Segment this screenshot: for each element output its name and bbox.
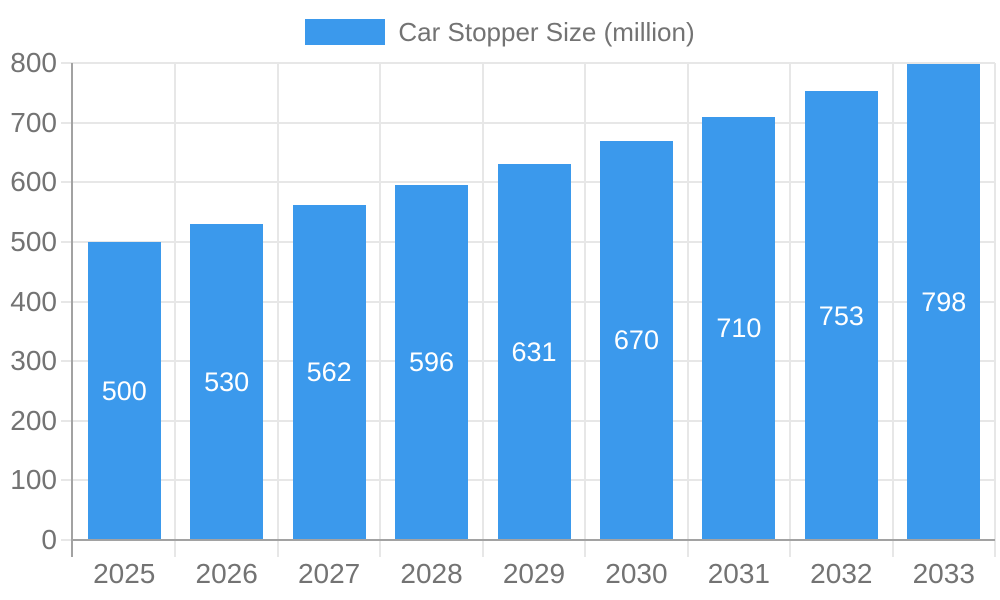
legend[interactable]: Car Stopper Size (million)	[0, 16, 1000, 48]
bar-value-label: 596	[409, 347, 455, 378]
plot-area: 500 530 562 596 631 670 710 753 798	[61, 62, 996, 557]
bar[interactable]	[87, 241, 161, 540]
x-grid-line	[276, 63, 279, 557]
bar-value-label: 562	[306, 357, 352, 388]
bar-value-label: 670	[613, 325, 659, 356]
x-tick-label: 2028	[400, 558, 463, 589]
y-tick-label: 100	[10, 464, 57, 496]
legend-swatch	[305, 19, 386, 45]
y-axis-line	[71, 63, 73, 557]
bar-value-label: 710	[716, 313, 762, 344]
x-axis-line	[71, 539, 995, 541]
bar[interactable]	[395, 184, 469, 540]
x-tick-label: 2031	[707, 558, 771, 589]
x-grid-line	[994, 63, 996, 557]
x-tick-label: 2030	[605, 558, 668, 589]
y-tick-label: 300	[10, 345, 57, 377]
y-tick-label: 400	[10, 285, 57, 317]
x-tick-label: 2032	[810, 558, 873, 589]
bar[interactable]	[907, 64, 981, 540]
x-grid-line	[481, 63, 484, 557]
bar-value-label: 753	[818, 300, 864, 331]
x-tick-label: 2025	[93, 558, 156, 589]
x-grid-line	[789, 63, 792, 557]
legend-label: Car Stopper Size (million)	[398, 16, 695, 47]
bar-value-label: 631	[511, 336, 557, 367]
bar-value-label: 500	[101, 375, 147, 406]
bar-value-label: 530	[204, 366, 250, 397]
y-grid-line	[61, 62, 995, 64]
y-tick-label: 200	[10, 404, 57, 436]
x-tick-label: 2033	[912, 558, 975, 589]
bar[interactable]	[804, 91, 878, 540]
bar[interactable]	[190, 223, 264, 540]
y-tick-label: 600	[10, 166, 57, 198]
y-tick	[61, 539, 73, 541]
x-grid-line	[379, 63, 382, 557]
x-grid-line	[686, 63, 689, 557]
y-tick-label: 700	[10, 106, 57, 138]
x-grid-line	[584, 63, 587, 557]
bar[interactable]	[599, 140, 673, 540]
x-tick-label: 2026	[195, 558, 258, 589]
bar-value-label: 798	[921, 287, 967, 318]
y-tick-label: 500	[10, 225, 57, 257]
bar[interactable]	[497, 163, 571, 540]
x-tick-label: 2027	[297, 558, 361, 589]
x-tick-label: 2029	[502, 558, 566, 589]
bar[interactable]	[292, 204, 366, 540]
x-grid-line	[174, 63, 177, 557]
bar[interactable]	[702, 116, 776, 540]
x-grid-line	[891, 63, 894, 557]
y-tick-label: 0	[41, 524, 57, 555]
y-tick-label: 800	[10, 47, 57, 78]
y-grid-line	[61, 121, 995, 124]
